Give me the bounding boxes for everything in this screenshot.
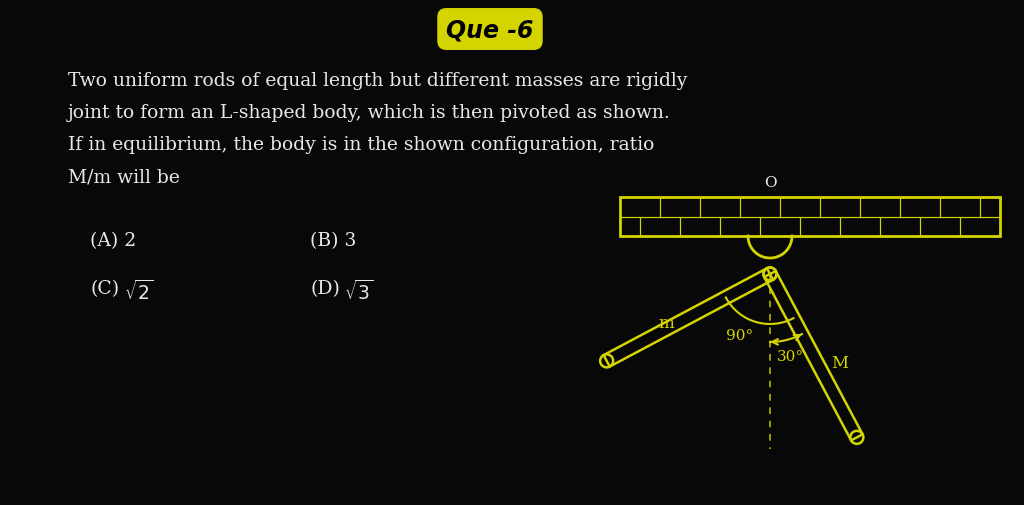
Text: 90°: 90° [726, 329, 753, 342]
Bar [680, 217, 720, 236]
Text: (D): (D) [310, 279, 340, 297]
Bar [620, 197, 1000, 236]
Text: M/m will be: M/m will be [68, 168, 180, 186]
Bar [620, 197, 660, 217]
Bar [840, 217, 880, 236]
Bar [900, 197, 940, 217]
Bar [760, 217, 800, 236]
Bar [800, 217, 840, 236]
Text: Two uniform rods of equal length but different masses are rigidly: Two uniform rods of equal length but dif… [68, 72, 687, 90]
Bar [700, 197, 740, 217]
Text: O: O [764, 176, 776, 189]
Bar [860, 197, 900, 217]
Text: joint to form an L-shaped body, which is then pivoted as shown.: joint to form an L-shaped body, which is… [68, 104, 671, 122]
Bar [720, 217, 760, 236]
Text: 30°: 30° [777, 349, 804, 363]
Bar [980, 197, 1000, 217]
Bar [780, 197, 820, 217]
Bar [740, 197, 780, 217]
Text: (A) 2: (A) 2 [90, 231, 136, 249]
Text: $\sqrt{3}$: $\sqrt{3}$ [344, 279, 374, 304]
Text: Que -6: Que -6 [446, 18, 534, 42]
Text: $\sqrt{2}$: $\sqrt{2}$ [124, 279, 154, 304]
Bar [961, 217, 1000, 236]
Text: M: M [831, 354, 849, 371]
Text: m: m [658, 314, 674, 331]
Bar [660, 197, 700, 217]
Bar [640, 217, 680, 236]
Text: If in equilibrium, the body is in the shown configuration, ratio: If in equilibrium, the body is in the sh… [68, 136, 654, 154]
Bar [940, 197, 980, 217]
Text: (C): (C) [90, 279, 119, 297]
Bar [880, 217, 920, 236]
Bar [820, 197, 860, 217]
Text: (B) 3: (B) 3 [310, 231, 356, 249]
Bar [920, 217, 961, 236]
Bar [620, 217, 640, 236]
